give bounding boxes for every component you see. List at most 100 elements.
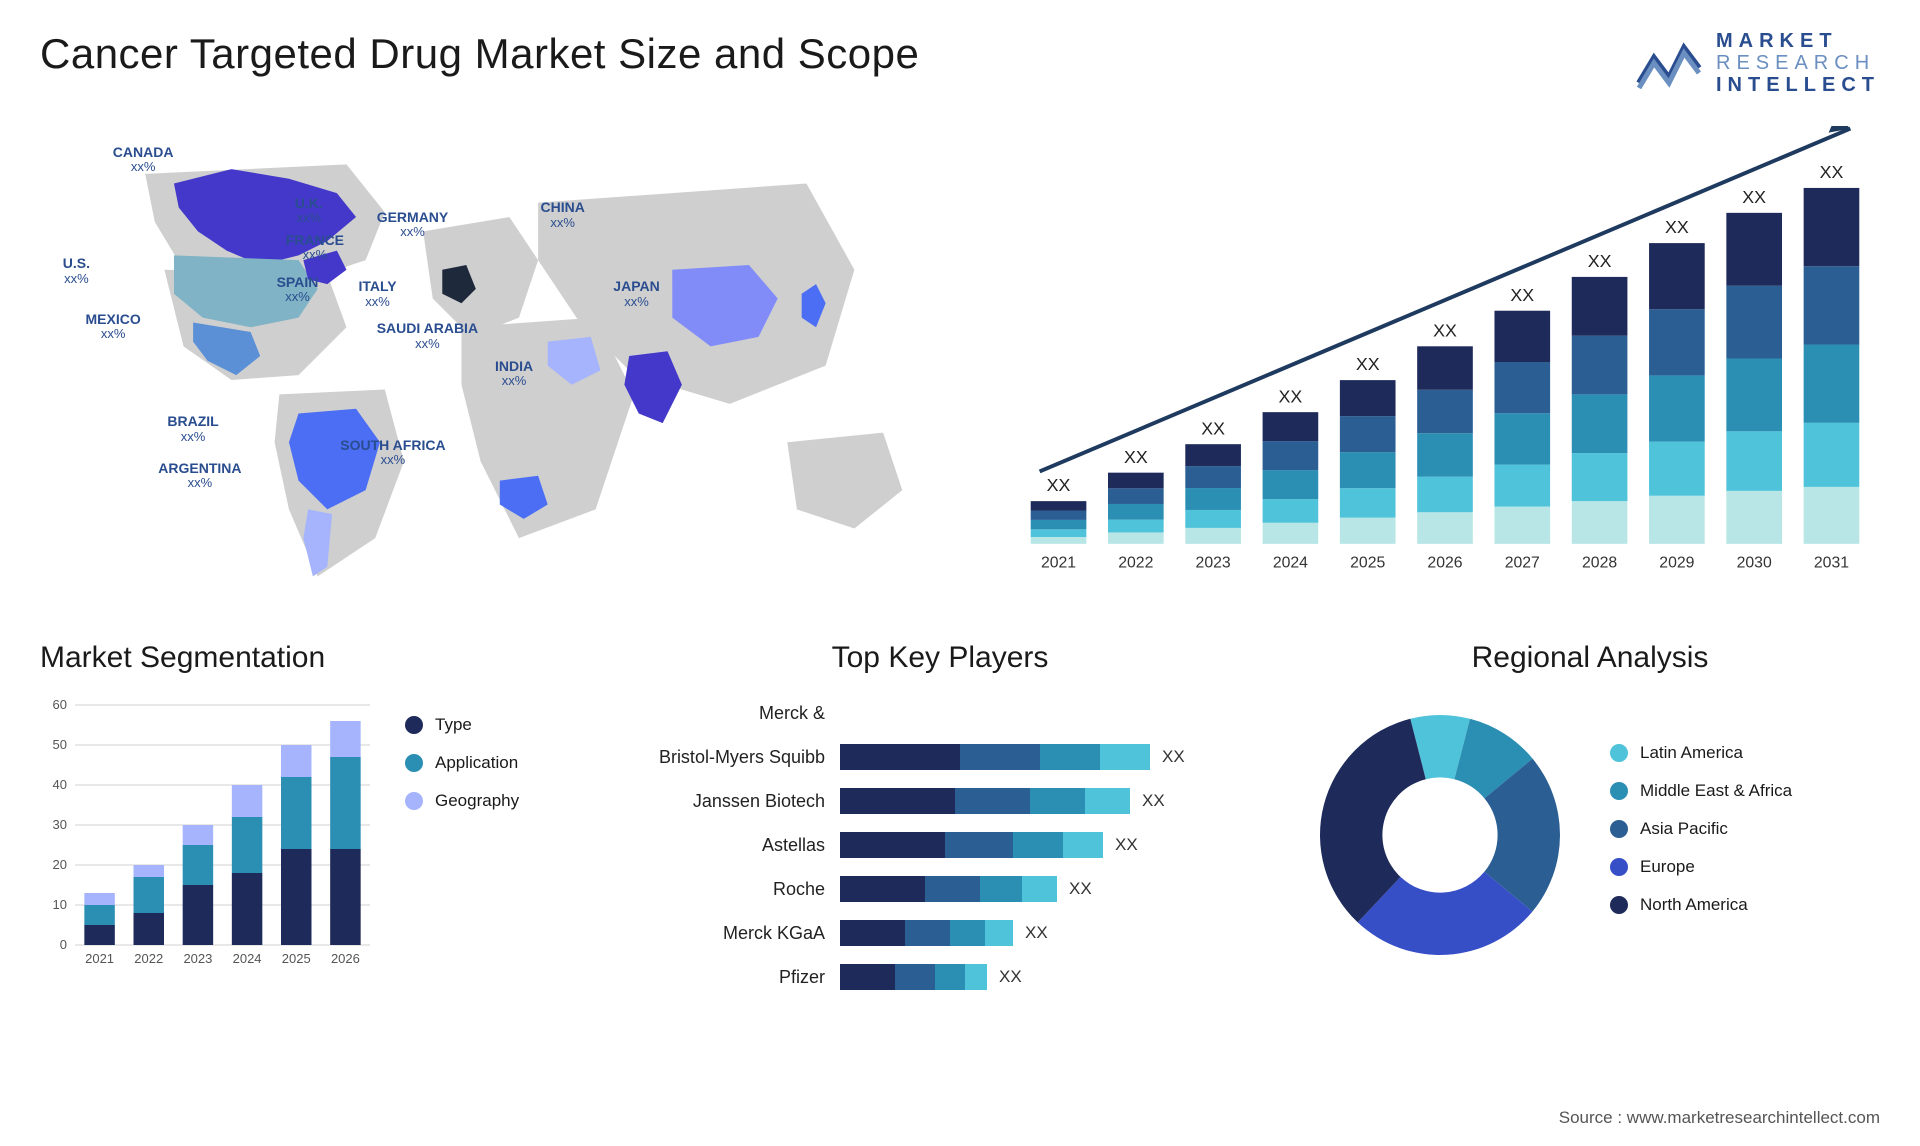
- player-bar-wrap: XX: [840, 832, 1250, 858]
- growth-bar-seg: [1417, 433, 1473, 476]
- legend-label: Application: [435, 753, 518, 773]
- growth-bar-label: XX: [1124, 447, 1148, 467]
- growth-bar-seg: [1340, 488, 1396, 517]
- growth-bar-seg: [1340, 380, 1396, 416]
- map-section: CANADAxx%U.S.xx%MEXICOxx%BRAZILxx%ARGENT…: [40, 126, 950, 591]
- source-text: Source : www.marketresearchintellect.com: [1559, 1108, 1880, 1128]
- growth-bar-seg: [1031, 537, 1087, 544]
- map-label-saudi: SAUDI ARABIAxx%: [377, 321, 478, 351]
- seg-bar: [281, 849, 311, 945]
- player-bar-seg: [1085, 788, 1130, 814]
- growth-bar-seg: [1649, 442, 1705, 496]
- player-name: Merck &: [630, 703, 825, 724]
- growth-bar-label: XX: [1820, 162, 1844, 182]
- growth-bar-seg: [1726, 491, 1782, 544]
- growth-bar-seg: [1726, 286, 1782, 359]
- player-bar-seg: [1100, 744, 1150, 770]
- regional-legend: Latin AmericaMiddle East & AfricaAsia Pa…: [1610, 743, 1880, 933]
- map-label-safrica: SOUTH AFRICAxx%: [340, 438, 445, 468]
- growth-bar-seg: [1494, 311, 1550, 362]
- legend-dot: [1610, 858, 1628, 876]
- player-bar-seg: [1030, 788, 1085, 814]
- seg-year-label: 2021: [85, 951, 114, 966]
- legend-dot: [1610, 820, 1628, 838]
- map-label-us: U.S.xx%: [63, 256, 90, 286]
- segmentation-title: Market Segmentation: [40, 641, 580, 675]
- growth-year-label: 2023: [1196, 555, 1231, 572]
- growth-bar-seg: [1417, 390, 1473, 433]
- growth-bar-seg: [1263, 441, 1319, 470]
- page-title: Cancer Targeted Drug Market Size and Sco…: [40, 30, 919, 78]
- map-label-uk: U.K.xx%: [295, 196, 323, 226]
- logo: MARKET RESEARCH INTELLECT: [1634, 30, 1880, 96]
- growth-bar-seg: [1185, 528, 1241, 544]
- growth-bar-seg: [1263, 499, 1319, 523]
- legend-dot: [405, 716, 423, 734]
- seg-bar: [330, 721, 360, 757]
- growth-bar-label: XX: [1665, 217, 1689, 237]
- header: Cancer Targeted Drug Market Size and Sco…: [40, 30, 1880, 96]
- donut-chart: [1300, 695, 1580, 980]
- growth-bar-seg: [1185, 466, 1241, 488]
- player-row: Merck &: [630, 695, 1250, 731]
- player-bar-seg: [895, 964, 935, 990]
- player-bar-seg: [840, 964, 895, 990]
- growth-bar-seg: [1726, 431, 1782, 491]
- player-row: Merck KGaAXX: [630, 915, 1250, 951]
- seg-legend-item: Type: [405, 715, 580, 735]
- player-bar: [840, 964, 987, 990]
- growth-bar-seg: [1031, 501, 1087, 510]
- seg-bar: [232, 785, 262, 817]
- growth-bar-seg: [1185, 510, 1241, 528]
- player-row: Bristol-Myers SquibbXX: [630, 739, 1250, 775]
- growth-bar-seg: [1263, 470, 1319, 499]
- player-bar-seg: [950, 920, 985, 946]
- seg-bar: [134, 865, 164, 877]
- seg-bar: [84, 905, 114, 925]
- player-bar-seg: [955, 788, 1030, 814]
- growth-bar-label: XX: [1588, 251, 1612, 271]
- regional-legend-item: Latin America: [1610, 743, 1880, 763]
- legend-label: Type: [435, 715, 472, 735]
- map-label-mexico: MEXICOxx%: [86, 312, 141, 342]
- growth-bar-label: XX: [1510, 285, 1534, 305]
- growth-year-label: 2028: [1582, 555, 1617, 572]
- growth-year-label: 2021: [1041, 555, 1076, 572]
- regional-legend-item: Europe: [1610, 857, 1880, 877]
- growth-bar-seg: [1494, 413, 1550, 464]
- growth-year-label: 2029: [1659, 555, 1694, 572]
- growth-year-label: 2031: [1814, 555, 1849, 572]
- growth-bar-seg: [1108, 532, 1164, 543]
- growth-bar-label: XX: [1356, 354, 1380, 374]
- growth-bar-seg: [1263, 523, 1319, 544]
- player-bar-wrap: XX: [840, 876, 1250, 902]
- legend-dot: [1610, 896, 1628, 914]
- seg-bar: [232, 817, 262, 873]
- segmentation-svg: 0102030405060202120222023202420252026: [40, 695, 380, 975]
- player-bar-seg: [960, 744, 1040, 770]
- seg-bar: [183, 825, 213, 845]
- svg-text:10: 10: [53, 897, 67, 912]
- map-label-france: FRANCExx%: [286, 233, 344, 263]
- regional-title: Regional Analysis: [1300, 641, 1880, 675]
- segmentation-section: Market Segmentation 01020304050602021202…: [40, 641, 580, 1003]
- growth-bar-seg: [1185, 488, 1241, 510]
- growth-bar-seg: [1340, 518, 1396, 544]
- legend-label: Geography: [435, 791, 519, 811]
- growth-bar-seg: [1108, 488, 1164, 504]
- growth-bar-label: XX: [1742, 187, 1766, 207]
- growth-bar-seg: [1572, 453, 1628, 501]
- player-bar-seg: [1022, 876, 1057, 902]
- growth-bar-seg: [1726, 213, 1782, 286]
- growth-bar-seg: [1263, 412, 1319, 441]
- seg-bar: [281, 745, 311, 777]
- seg-year-label: 2024: [233, 951, 262, 966]
- seg-bar: [84, 893, 114, 905]
- growth-chart-svg: XXXXXXXXXXXXXXXXXXXXXX 20212022202320242…: [1010, 126, 1880, 586]
- player-bar-seg: [840, 920, 905, 946]
- svg-text:60: 60: [53, 697, 67, 712]
- growth-bar-seg: [1108, 520, 1164, 533]
- growth-bar-seg: [1417, 346, 1473, 389]
- seg-bar: [330, 757, 360, 849]
- player-bar-seg: [965, 964, 987, 990]
